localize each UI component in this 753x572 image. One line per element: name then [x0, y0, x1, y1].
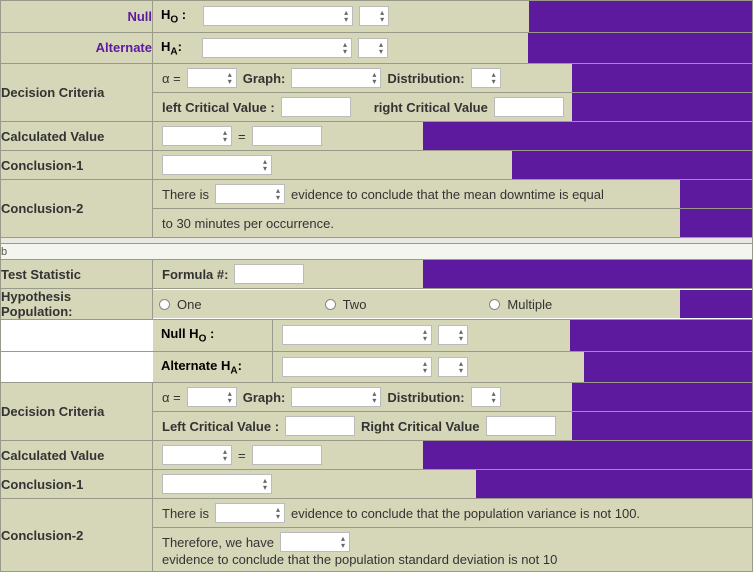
row-conc2-a: Conclusion-2 There is ▴▾ evidence to con… [1, 180, 753, 238]
right-crit-label: right Critical Value [374, 100, 488, 115]
sub-null-label: Null HO : [153, 320, 273, 351]
section-b-marker: b [1, 244, 753, 260]
row-decision-b: Decision Criteria α = ▴▾ Graph: ▴▾ Distr… [1, 383, 753, 441]
conc2b-t3: Therefore, we have [162, 535, 274, 550]
null-label-cell: Null [1, 1, 153, 33]
alt-label-cell: Alternate [1, 32, 153, 64]
conc1-b-input[interactable]: ▴▾ [162, 474, 272, 494]
radio-multi[interactable] [489, 299, 500, 310]
row-sub-null: Null HO : ▴▾ ▴▾ [1, 320, 753, 352]
row-hypothesis: Hypothesis One Two Multiple [1, 289, 753, 305]
graph-input[interactable]: ▴▾ [291, 68, 381, 88]
alpha-b-input[interactable]: ▴▾ [187, 387, 237, 407]
right-crit-input[interactable] [494, 97, 564, 117]
left-crit-label: left Critical Value : [162, 100, 275, 115]
left-crit-b-input[interactable] [285, 416, 355, 436]
right-crit-b-input[interactable] [486, 416, 556, 436]
conc2b-t2: evidence to conclude that the population… [291, 506, 640, 521]
null-op-input[interactable]: ▴▾ [359, 6, 389, 26]
calc-b-right[interactable] [252, 445, 322, 465]
calc-label: Calculated Value [1, 122, 153, 151]
graph-b-input[interactable]: ▴▾ [291, 387, 381, 407]
alpha-input[interactable]: ▴▾ [187, 68, 237, 88]
conc2b-input2[interactable]: ▴▾ [280, 532, 350, 552]
opt-multi: Multiple [507, 297, 552, 312]
conc2-text3: to 30 minutes per occurrence. [162, 216, 334, 231]
dist-label: Distribution: [387, 71, 464, 86]
conc2-b-label: Conclusion-2 [1, 499, 153, 572]
alt-label: Alternate [96, 40, 152, 55]
left-crit-input[interactable] [281, 97, 351, 117]
opt-one: One [177, 297, 202, 312]
row-conc1-a: Conclusion-1 ▴▾ [1, 151, 753, 180]
row-null-a: Null HO : ▴▾ ▴▾ [1, 1, 753, 33]
conc1-label: Conclusion-1 [1, 151, 153, 180]
calc-b-label: Calculated Value [1, 441, 153, 470]
sub-alt-label: Alternate HA: [153, 352, 273, 383]
conc1-b-label: Conclusion-1 [1, 470, 153, 499]
conc1-input[interactable]: ▴▾ [162, 155, 272, 175]
dist-input[interactable]: ▴▾ [471, 68, 501, 88]
calc-left-input[interactable]: ▴▾ [162, 126, 232, 146]
conc2-text1: There is [162, 187, 209, 202]
radio-two[interactable] [325, 299, 336, 310]
row-calc-b: Calculated Value ▴▾ = [1, 441, 753, 470]
right-crit-b-label: Right Critical Value [361, 419, 479, 434]
alpha-b-label: α = [162, 390, 181, 405]
sub-alt-op[interactable]: ▴▾ [438, 357, 468, 377]
row-conc2-b: Conclusion-2 There is ▴▾ evidence to con… [1, 499, 753, 572]
conc2-label: Conclusion-2 [1, 180, 153, 238]
row-sub-alt: Alternate HA: ▴▾ ▴▾ [1, 351, 753, 383]
decision-b-label: Decision Criteria [1, 383, 153, 441]
calc-right-input[interactable] [252, 126, 322, 146]
pop-label: Population: [1, 304, 153, 320]
conc2-input[interactable]: ▴▾ [215, 184, 285, 204]
sub-alt-input[interactable]: ▴▾ [282, 357, 432, 377]
null-label: Null [127, 9, 152, 24]
calc-b-left[interactable]: ▴▾ [162, 445, 232, 465]
equals-b: = [238, 448, 246, 463]
row-conc1-b: Conclusion-1 ▴▾ [1, 470, 753, 499]
alpha-label: α = [162, 71, 181, 86]
formula-label: Formula #: [162, 267, 228, 282]
formula-input[interactable] [234, 264, 304, 284]
conc2b-t1: There is [162, 506, 209, 521]
equals-label: = [238, 129, 246, 144]
row-alternate-a: Alternate HA: ▴▾ ▴▾ [1, 32, 753, 64]
hypothesis-table: Null HO : ▴▾ ▴▾ Alternate HA: [0, 0, 753, 572]
null-value-input[interactable]: ▴▾ [203, 6, 353, 26]
test-stat-label: Test Statistic [1, 260, 153, 289]
hyp-label: Hypothesis [1, 289, 153, 305]
sub-null-input[interactable]: ▴▾ [282, 325, 432, 345]
alt-op-input[interactable]: ▴▾ [358, 38, 388, 58]
conc2b-input1[interactable]: ▴▾ [215, 503, 285, 523]
radio-one[interactable] [159, 299, 170, 310]
dist-b-input[interactable]: ▴▾ [471, 387, 501, 407]
decision-label: Decision Criteria [1, 64, 153, 122]
left-crit-b-label: Left Critical Value : [162, 419, 279, 434]
conc2b-t4: evidence to conclude that the population… [162, 552, 557, 567]
ha-symbol: HA: [153, 33, 193, 64]
h0-symbol: HO : [153, 1, 194, 32]
row-calc-a: Calculated Value ▴▾ = [1, 122, 753, 151]
row-decision-a: Decision Criteria α = ▴▾ Graph: ▴▾ Distr… [1, 64, 753, 122]
row-test-stat: Test Statistic Formula #: [1, 260, 753, 289]
graph-b-label: Graph: [243, 390, 286, 405]
alt-value-input[interactable]: ▴▾ [202, 38, 352, 58]
conc2-text2: evidence to conclude that the mean downt… [291, 187, 604, 202]
graph-label: Graph: [243, 71, 286, 86]
dist-b-label: Distribution: [387, 390, 464, 405]
opt-two: Two [343, 297, 367, 312]
sub-null-op[interactable]: ▴▾ [438, 325, 468, 345]
